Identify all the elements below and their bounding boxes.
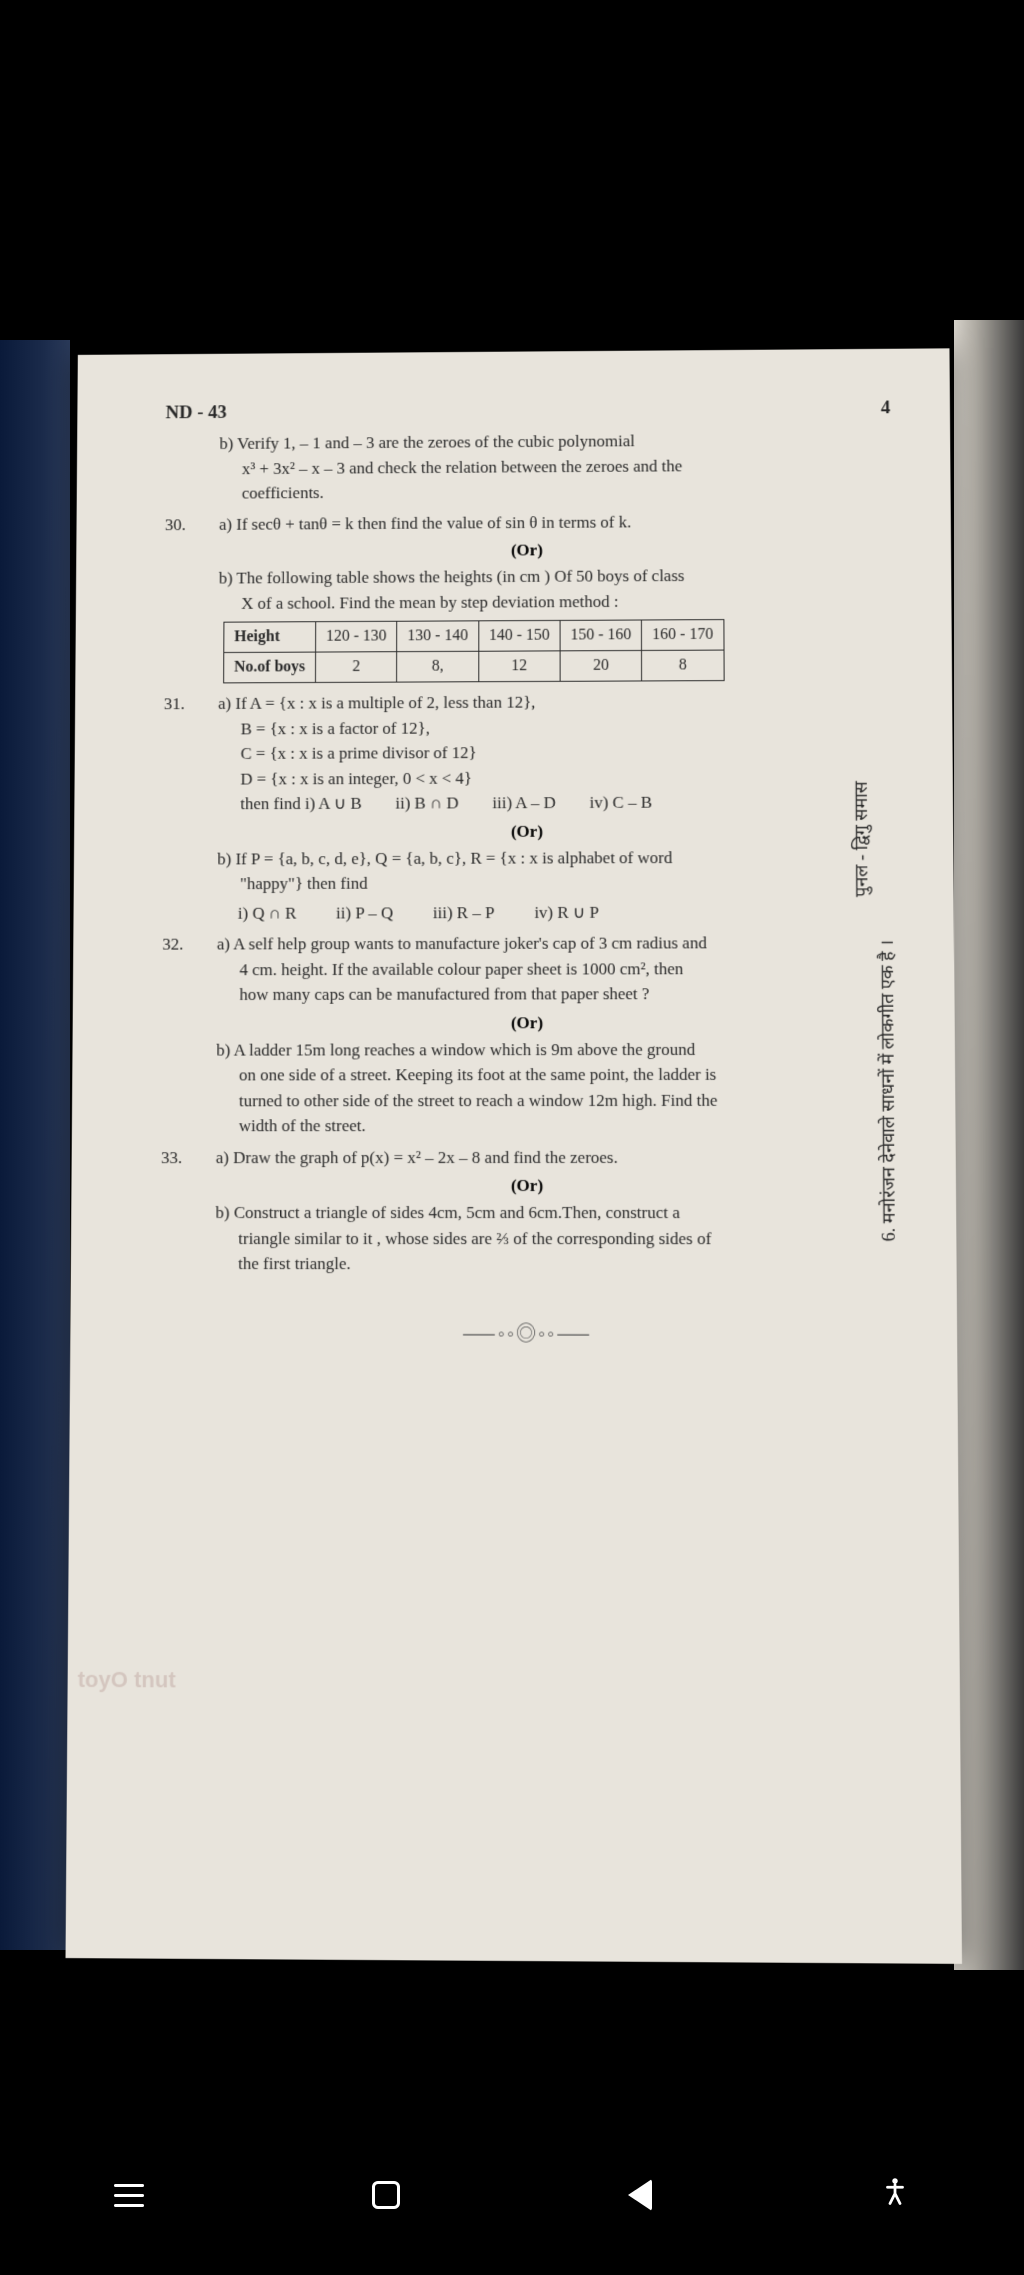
question-item: 33.a) Draw the graph of p(x) = x² – 2x –…: [161, 1144, 895, 1170]
accessibility-icon[interactable]: [880, 2174, 910, 2217]
table-header-cell: Height: [224, 622, 316, 653]
question-text: The following table shows the heights (i…: [237, 566, 685, 587]
question-text: If A = {x : x is a multiple of 2, less t…: [235, 693, 535, 713]
recents-icon[interactable]: [114, 2184, 144, 2207]
question-text: A ladder 15m long reaches a window which…: [234, 1039, 696, 1059]
table-cell: 130 - 140: [397, 621, 479, 652]
question-text: If P = {a, b, c, d, e}, Q = {a, b, c}, R…: [235, 848, 672, 868]
table-cell: 140 - 150: [478, 620, 560, 651]
question-text: If secθ + tanθ = k then find the value o…: [236, 512, 631, 533]
question-sublabel: a): [216, 1148, 233, 1167]
question-item: 31.a) If A = {x : x is a multiple of 2, …: [163, 688, 893, 817]
question-item: 30.a) If secθ + tanθ = k then find the v…: [165, 508, 891, 537]
question-text-cont: C = {x : x is a prime divisor of 12}: [163, 739, 892, 767]
question-item: b) Construct a triangle of sides 4cm, 5c…: [160, 1200, 896, 1277]
table-cell: 2: [315, 652, 396, 683]
question-sublabel: b): [217, 849, 235, 868]
question-item: b) The following table shows the heights…: [164, 562, 892, 684]
question-text-cont: B = {x : x is a factor of 12},: [164, 713, 893, 741]
option-text: i) Q ∩ R: [238, 900, 297, 925]
margin-devanagari-2: 6. मनोरंजन देनेवाले साधनों में लोकगीत एक…: [875, 940, 901, 1242]
watermark-text: toyO tnut: [78, 1667, 176, 1694]
home-icon[interactable]: [372, 2181, 400, 2209]
question-sublabel: b): [216, 1040, 233, 1059]
or-separator: (Or): [165, 539, 892, 563]
paper-header: ND - 43 4: [166, 398, 891, 425]
table-cell: 150 - 160: [560, 620, 642, 651]
question-item: b) A ladder 15m long reaches a window wh…: [161, 1036, 895, 1139]
option-text: iii) R – P: [433, 900, 495, 925]
question-text-cont: triangle similar to it , whose sides are…: [160, 1226, 895, 1252]
questions-list: b) Verify 1, – 1 and – 3 are the zeroes …: [160, 427, 896, 1277]
android-nav-bar: [0, 2155, 1024, 2235]
question-text-cont: on one side of a street. Keeping its foo…: [161, 1062, 894, 1088]
data-table: Height120 - 130130 - 140140 - 150150 - 1…: [223, 619, 724, 683]
option-text: ii) P – Q: [336, 900, 393, 925]
question-text-cont: X of a school. Find the mean by step dev…: [164, 587, 891, 616]
question-number: 33.: [161, 1145, 216, 1170]
option-text: iv) R ∪ P: [534, 899, 599, 924]
question-text: Draw the graph of p(x) = x² – 2x – 8 and…: [233, 1147, 618, 1166]
back-icon[interactable]: [628, 2179, 652, 2211]
table-cell: 120 - 130: [316, 621, 397, 652]
question-sublabel: b): [219, 434, 237, 453]
question-text-cont: D = {x : x is an integer, 0 < x < 4}: [163, 764, 893, 792]
paper-code: ND - 43: [166, 402, 227, 424]
question-text-cont: the first triangle.: [160, 1251, 896, 1277]
table-cell: 20: [560, 650, 642, 681]
question-item: b) If P = {a, b, c, d, e}, Q = {a, b, c}…: [162, 844, 893, 926]
right-page-edge: [954, 320, 1024, 1970]
question-text: Verify 1, – 1 and – 3 are the zeroes of …: [237, 432, 635, 453]
question-item: b) Verify 1, – 1 and – 3 are the zeroes …: [165, 427, 891, 506]
question-number: 30.: [165, 512, 219, 537]
or-separator: (Or): [162, 1012, 895, 1033]
left-book-edge: [0, 340, 70, 1950]
table-cell: 160 - 170: [642, 620, 724, 651]
question-text-cont: coefficients.: [165, 477, 891, 506]
question-sublabel: a): [218, 694, 235, 713]
table-cell: 12: [478, 651, 560, 682]
question-text-cont: "happy"} then find: [163, 869, 894, 896]
question-sublabel: a): [219, 515, 236, 534]
options-row: i) Q ∩ R ii) P – Q iii) R – P iv) R ∪ P: [162, 899, 893, 926]
question-text: A self help group wants to manufacture j…: [233, 933, 707, 953]
question-text: Construct a triangle of sides 4cm, 5cm a…: [234, 1203, 680, 1222]
question-number: 32.: [162, 932, 217, 957]
question-sublabel: b): [215, 1203, 233, 1222]
end-ornament: ⸺◦◦◎◦◦⸺: [160, 1317, 897, 1347]
question-sublabel: b): [219, 569, 237, 588]
question-text-cont: turned to other side of the street to re…: [161, 1087, 895, 1113]
page-number: 4: [881, 398, 891, 420]
or-separator: (Or): [163, 820, 893, 842]
table-cell: 8: [642, 650, 724, 681]
table-header-cell: No.of boys: [224, 652, 316, 683]
table-cell: 8,: [397, 651, 479, 682]
question-number: 31.: [164, 691, 218, 716]
question-item: 32.a) A self help group wants to manufac…: [162, 930, 894, 1008]
question-text-cont: width of the street.: [161, 1113, 895, 1139]
or-separator: (Or): [161, 1176, 896, 1196]
question-text-cont: then find i) A ∪ B ii) B ∩ D iii) A – D …: [163, 789, 893, 817]
exam-paper: ND - 43 4 b) Verify 1, – 1 and – 3 are t…: [66, 348, 962, 1964]
question-text-cont: how many caps can be manufactured from t…: [162, 981, 894, 1008]
margin-devanagari-1: पुनल - द्विगु समास: [849, 781, 874, 897]
question-text-cont: 4 cm. height. If the available colour pa…: [162, 955, 894, 982]
question-sublabel: a): [217, 935, 233, 954]
